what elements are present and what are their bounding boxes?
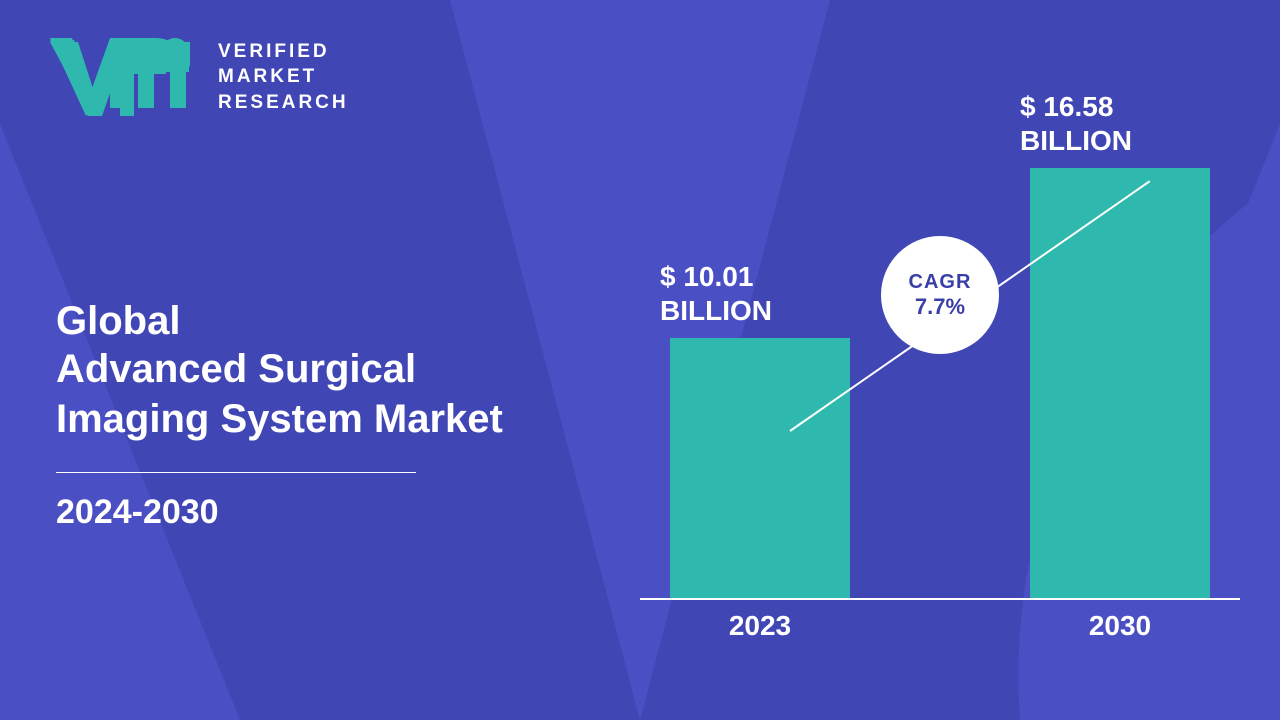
bar-2023-value: $ 10.01 BILLION	[660, 260, 860, 327]
bar-2023: $ 10.01 BILLION 2023	[670, 338, 850, 598]
cagr-value: 7.7%	[915, 294, 965, 320]
bar-2030-year: 2030	[1030, 610, 1210, 642]
bar-2023-year: 2023	[670, 610, 850, 642]
title-main: Advanced Surgical Imaging System Market	[56, 344, 516, 444]
chart-axis	[640, 598, 1240, 600]
bar-2030: $ 16.58 BILLION 2030	[1030, 168, 1210, 598]
logo: VERIFIED MARKET RESEARCH	[50, 38, 349, 116]
title-divider	[56, 472, 416, 473]
bar-chart: $ 10.01 BILLION 2023 $ 16.58 BILLION 203…	[640, 60, 1240, 640]
bar-2023-value-line2: BILLION	[660, 294, 860, 328]
logo-text-line3: RESEARCH	[218, 90, 349, 116]
cagr-label: CAGR	[909, 271, 972, 294]
bar-2030-value: $ 16.58 BILLION	[1020, 90, 1220, 157]
bar-2030-value-line1: $ 16.58	[1020, 90, 1220, 124]
logo-mark-icon	[50, 38, 200, 116]
title-global: Global	[56, 298, 516, 344]
title-years: 2024-2030	[56, 493, 516, 532]
bar-2030-value-line2: BILLION	[1020, 124, 1220, 158]
title-block: Global Advanced Surgical Imaging System …	[56, 298, 516, 532]
logo-text-line1: VERIFIED	[218, 39, 349, 65]
bar-2023-value-line1: $ 10.01	[660, 260, 860, 294]
cagr-badge: CAGR 7.7%	[881, 236, 999, 354]
logo-text: VERIFIED MARKET RESEARCH	[218, 39, 349, 116]
logo-text-line2: MARKET	[218, 64, 349, 90]
